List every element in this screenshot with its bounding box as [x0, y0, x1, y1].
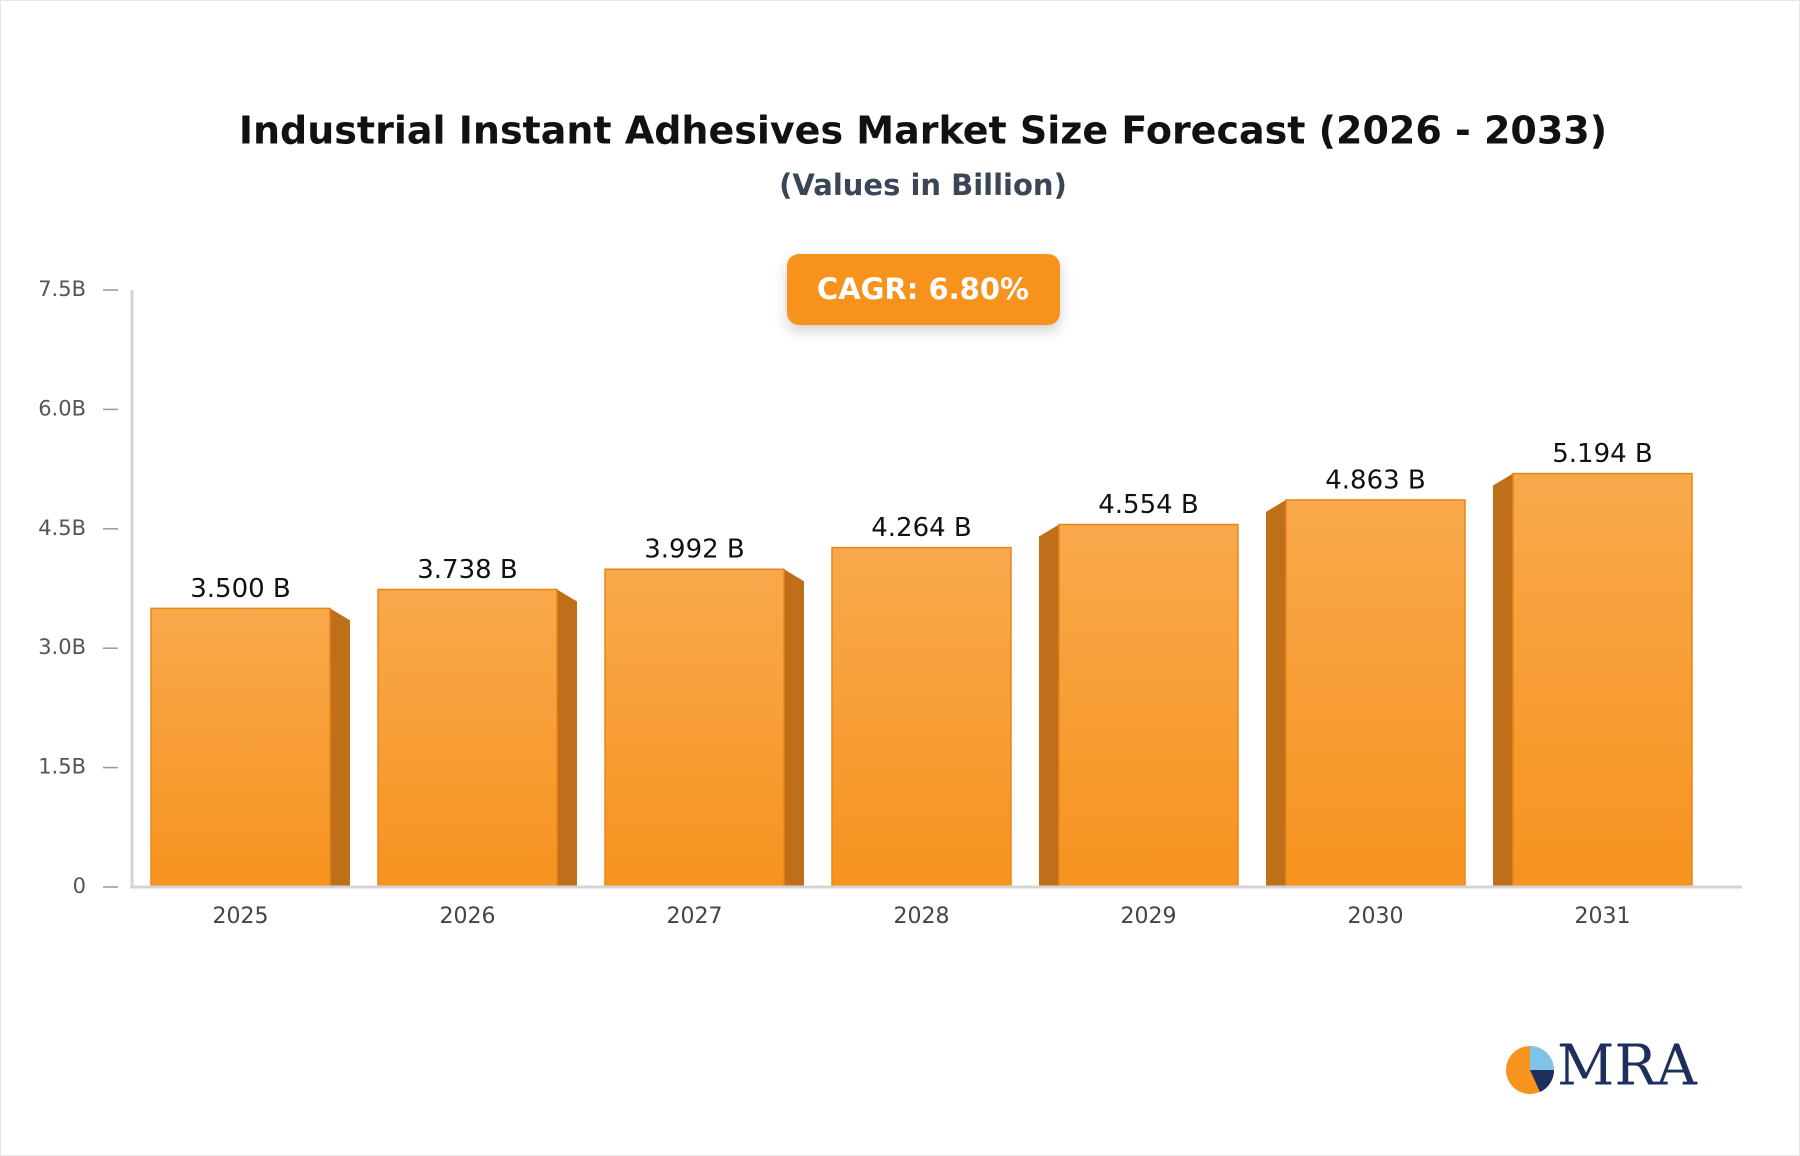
x-tick-label: 2031 [1575, 904, 1631, 929]
value-label: 3.738 B [417, 555, 518, 585]
bar-side [784, 569, 804, 887]
bar-side [1266, 499, 1286, 887]
value-label: 4.863 B [1325, 465, 1426, 495]
cagr-label: CAGR: 6.80% [817, 272, 1029, 306]
value-label: 3.992 B [644, 535, 745, 565]
bar-side [557, 589, 577, 887]
logo: MRA [1506, 1034, 1698, 1099]
x-tick-label: 2025 [213, 904, 269, 929]
value-label: 4.264 B [871, 513, 972, 543]
bar [1058, 523, 1239, 888]
logo-icon-part [1530, 1046, 1554, 1070]
x-tick-label: 2027 [667, 904, 723, 929]
x-tick-label: 2030 [1348, 904, 1404, 929]
bar [831, 546, 1012, 888]
bar [377, 588, 558, 888]
y-tick-label: 3.0B [38, 635, 86, 659]
y-tick-label: 6.0B [38, 396, 86, 420]
value-label: 5.194 B [1552, 439, 1653, 469]
value-label: 4.554 B [1098, 490, 1199, 520]
chart-subtitle: (Values in Billion) [779, 168, 1067, 202]
bar [150, 607, 331, 888]
bar [1512, 472, 1693, 888]
bar-side [330, 608, 350, 887]
y-tick-label: 4.5B [38, 516, 86, 540]
value-label: 3.500 B [190, 574, 291, 604]
cagr-badge [787, 254, 1060, 325]
bar [1285, 499, 1466, 888]
y-tick-label: 7.5B [38, 277, 86, 301]
x-tick-label: 2029 [1121, 904, 1177, 929]
bar-side [1493, 473, 1513, 887]
y-tick-label: 1.5B [38, 755, 86, 779]
bar [604, 568, 785, 888]
logo-icon-part [1530, 1070, 1555, 1092]
x-tick-label: 2028 [894, 904, 950, 929]
chart-title: Industrial Instant Adhesives Market Size… [239, 109, 1607, 153]
y-tick-label: 0 [73, 874, 86, 898]
x-tick-label: 2026 [440, 904, 496, 929]
plot: 0 1.5B 3.0B 4.5B 6.0B 7.5B 3.500 B 2025 3.738 B 2… [38, 277, 1693, 929]
bar-side [1039, 524, 1059, 887]
logo-text: MRA [1557, 1034, 1698, 1099]
